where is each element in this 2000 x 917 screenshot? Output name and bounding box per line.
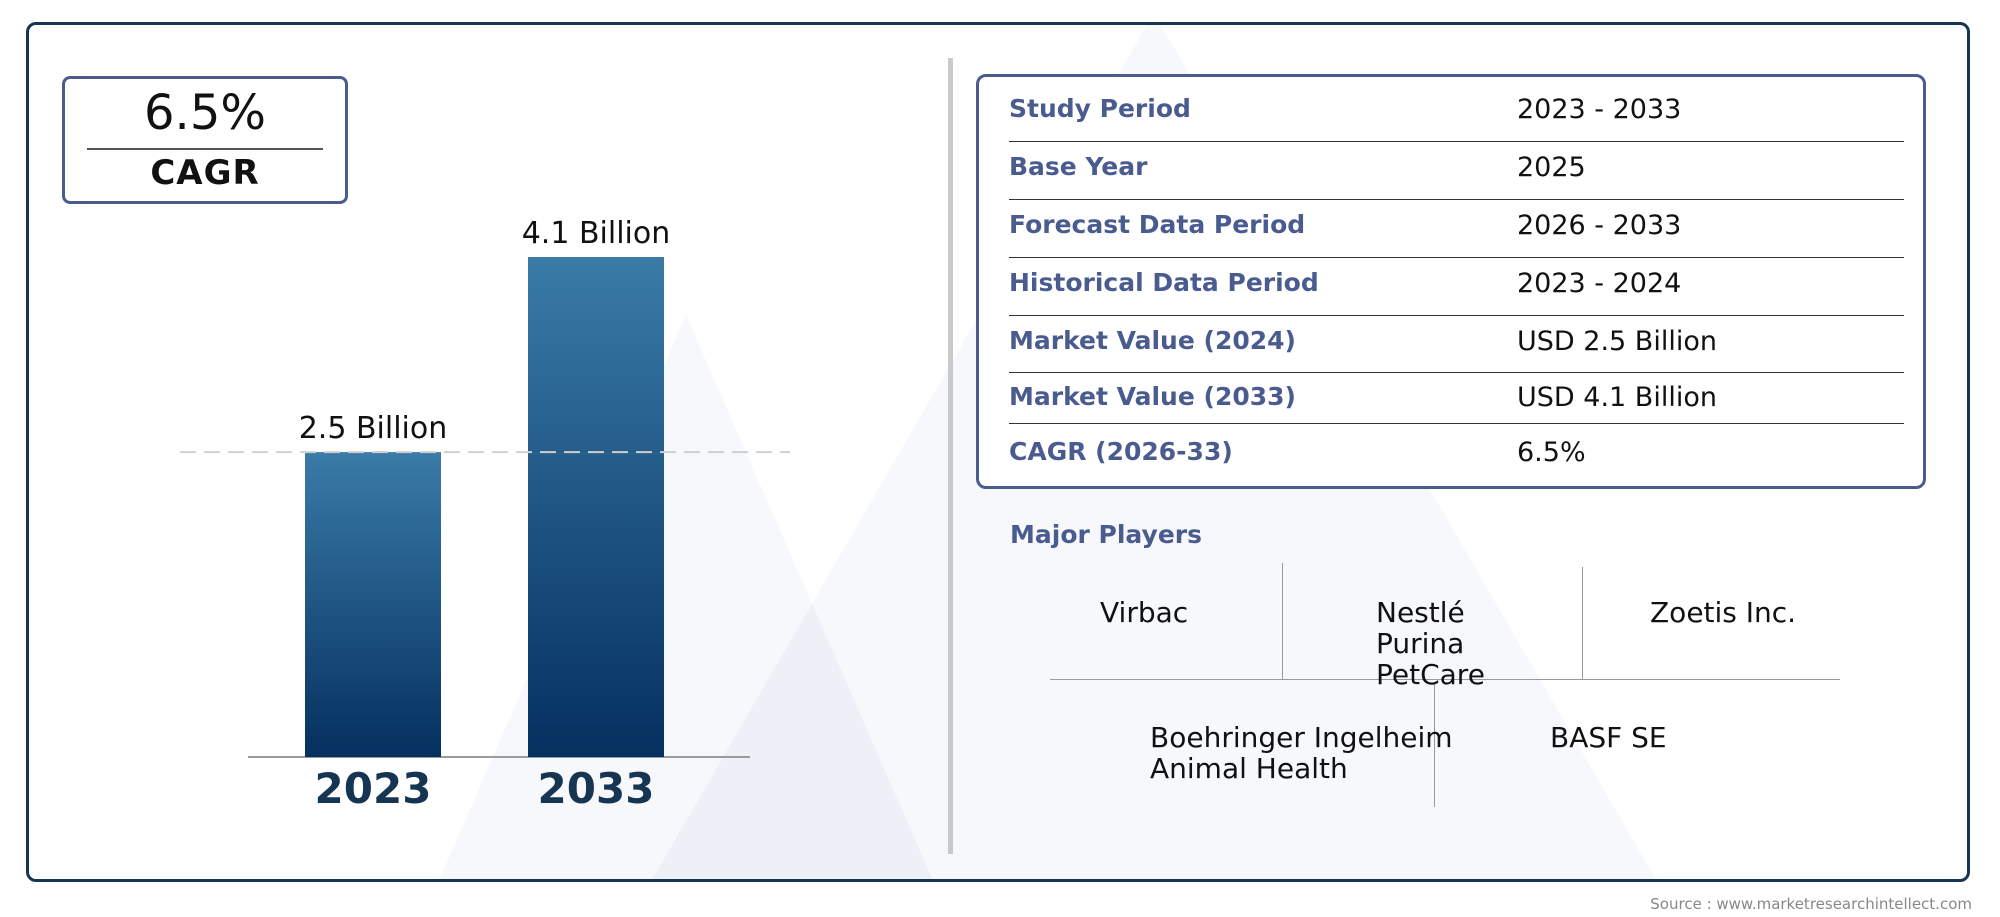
category-label-2023: 2023 bbox=[315, 764, 432, 813]
player-name: Zoetis Inc. bbox=[1650, 597, 1796, 628]
info-value: 6.5% bbox=[1517, 437, 1586, 468]
player-name: Boehringer Ingelheim Animal Health bbox=[1150, 722, 1453, 784]
info-row-divider bbox=[1009, 372, 1904, 373]
info-value: USD 4.1 Billion bbox=[1517, 382, 1717, 413]
info-label: Market Value (2033) bbox=[1009, 382, 1296, 411]
player-name-line: Animal Health bbox=[1150, 752, 1348, 785]
info-label: Market Value (2024) bbox=[1009, 326, 1296, 355]
info-row-divider bbox=[1009, 423, 1904, 424]
bar-2033 bbox=[528, 257, 664, 757]
player-name-line: Boehringer Ingelheim bbox=[1150, 721, 1453, 754]
bar-2023 bbox=[305, 452, 441, 757]
player-name: Virbac bbox=[1100, 597, 1188, 628]
player-name-line: Purina bbox=[1376, 627, 1465, 660]
info-row-divider bbox=[1009, 257, 1904, 258]
info-label: Study Period bbox=[1009, 94, 1191, 123]
market-info-table: Study Period 2023 - 2033 Base Year 2025 Fore… bbox=[976, 74, 1926, 489]
data-label-2033: 4.1 Billion bbox=[522, 216, 671, 251]
players-vertical-divider bbox=[1282, 563, 1283, 679]
info-value: 2026 - 2033 bbox=[1517, 210, 1682, 241]
players-vertical-divider bbox=[1582, 567, 1583, 679]
info-label: Base Year bbox=[1009, 152, 1148, 181]
cagr-value: 6.5% bbox=[144, 85, 266, 141]
info-label: Forecast Data Period bbox=[1009, 210, 1306, 239]
info-row-divider bbox=[1009, 141, 1904, 142]
player-name: Nestlé Purina PetCare bbox=[1376, 597, 1485, 690]
major-players-title: Major Players bbox=[1010, 520, 1202, 549]
players-horizontal-divider bbox=[1050, 679, 1840, 680]
player-name: BASF SE bbox=[1550, 722, 1667, 753]
market-bar-chart: 2.5 Billion 2023 4.1 Billion 2033 bbox=[180, 216, 790, 813]
cagr-badge: 6.5% CAGR bbox=[62, 76, 348, 204]
cagr-label: CAGR bbox=[150, 153, 260, 193]
cagr-divider bbox=[87, 148, 323, 150]
players-vertical-divider bbox=[1434, 683, 1435, 807]
info-row-divider bbox=[1009, 199, 1904, 200]
category-label-2033: 2033 bbox=[538, 764, 655, 813]
panel-divider bbox=[948, 58, 953, 854]
player-name-line: BASF SE bbox=[1550, 721, 1667, 754]
source-note: Source : www.marketresearchintellect.com bbox=[1650, 895, 1972, 913]
info-value: 2023 - 2024 bbox=[1517, 268, 1682, 299]
player-name-line: Virbac bbox=[1100, 596, 1189, 629]
player-name-line: PetCare bbox=[1376, 658, 1485, 691]
player-name-line: Nestlé bbox=[1376, 596, 1465, 629]
info-value: 2025 bbox=[1517, 152, 1586, 183]
info-row-divider bbox=[1009, 315, 1904, 316]
data-label-2023: 2.5 Billion bbox=[299, 411, 448, 446]
player-name-line: Zoetis Inc. bbox=[1650, 596, 1797, 629]
info-value: 2023 - 2033 bbox=[1517, 94, 1682, 125]
info-label: CAGR (2026-33) bbox=[1009, 437, 1233, 466]
info-label: Historical Data Period bbox=[1009, 268, 1319, 297]
info-value: USD 2.5 Billion bbox=[1517, 326, 1717, 357]
